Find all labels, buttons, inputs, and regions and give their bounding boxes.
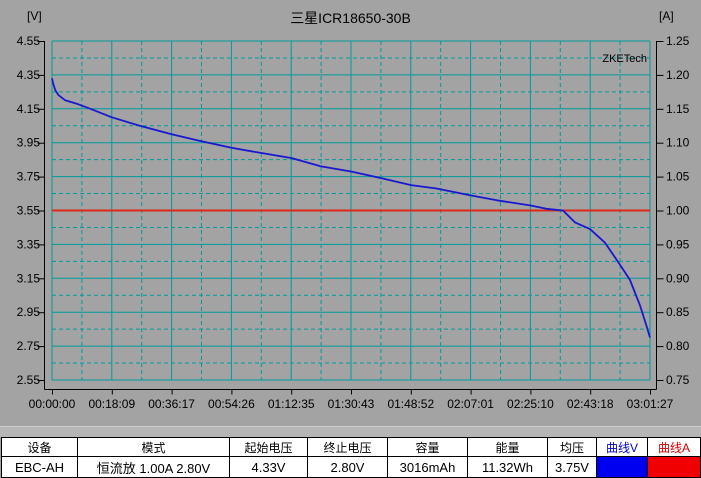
svg-text:02:07:01: 02:07:01	[447, 397, 494, 411]
svg-text:01:30:43: 01:30:43	[328, 397, 375, 411]
svg-text:01:12:35: 01:12:35	[268, 397, 315, 411]
voltage-curve-line	[51, 78, 651, 338]
panel-splitter	[0, 426, 701, 437]
start-voltage-value: 4.33V	[229, 456, 308, 478]
right-axis-unit-label: [A]	[659, 9, 674, 23]
svg-text:1.00: 1.00	[666, 204, 690, 218]
curve-v-color-swatch	[596, 456, 648, 478]
zketech-watermark: ZKETech	[602, 53, 647, 65]
col-header-end-voltage: 终止电压	[307, 437, 388, 457]
svg-text:2.75: 2.75	[17, 339, 41, 353]
svg-text:00:36:17: 00:36:17	[148, 397, 195, 411]
svg-text:0.90: 0.90	[666, 271, 690, 285]
svg-text:00:00:00: 00:00:00	[29, 397, 76, 411]
svg-text:00:18:09: 00:18:09	[88, 397, 135, 411]
svg-text:3.75: 3.75	[17, 170, 41, 184]
curve-a-color-swatch	[647, 456, 701, 478]
svg-text:2.95: 2.95	[17, 305, 41, 319]
energy-value: 11.32Wh	[467, 456, 548, 478]
col-header-energy: 能量	[467, 437, 548, 457]
avg-voltage-value: 3.75V	[547, 456, 597, 478]
end-voltage-value: 2.80V	[307, 456, 388, 478]
results-value-row: EBC-AH 恒流放 1.00A 2.80V 4.33V 2.80V 3016m…	[1, 456, 701, 478]
svg-text:2.55: 2.55	[17, 373, 41, 387]
svg-text:4.55: 4.55	[17, 34, 41, 48]
col-header-avg-voltage: 均压	[547, 437, 597, 457]
col-header-device: 设备	[1, 437, 78, 457]
svg-text:03:01:27: 03:01:27	[627, 397, 674, 411]
svg-text:0.85: 0.85	[666, 305, 690, 319]
chart-title: 三星ICR18650-30B	[290, 10, 411, 26]
results-table: 设备 模式 起始电压 终止电压 容量 能量 均压 曲线V 曲线A EBC-AH …	[1, 437, 701, 478]
svg-text:02:25:10: 02:25:10	[507, 397, 554, 411]
svg-text:3.35: 3.35	[17, 237, 41, 251]
col-header-start-voltage: 起始电压	[229, 437, 308, 457]
svg-text:0.80: 0.80	[666, 339, 690, 353]
svg-text:3.55: 3.55	[17, 204, 41, 218]
col-header-capacity: 容量	[387, 437, 468, 457]
col-header-mode: 模式	[77, 437, 230, 457]
svg-text:3.95: 3.95	[17, 136, 41, 150]
svg-text:4.35: 4.35	[17, 68, 41, 82]
device-value: EBC-AH	[1, 456, 78, 478]
svg-text:02:43:18: 02:43:18	[567, 397, 614, 411]
svg-text:4.15: 4.15	[17, 102, 41, 116]
svg-text:0.95: 0.95	[666, 237, 690, 251]
col-header-curve-a: 曲线A	[647, 437, 701, 457]
discharge-curve-chart: 4.55 1.25 4.35 1.20 4.15 1.15 3.95 1.10 3.75 1.05…	[17, 34, 690, 411]
results-header-row: 设备 模式 起始电压 终止电压 容量 能量 均压 曲线V 曲线A	[1, 437, 701, 457]
svg-text:01:48:52: 01:48:52	[387, 397, 434, 411]
capacity-value: 3016mAh	[387, 456, 468, 478]
svg-text:1.10: 1.10	[666, 136, 690, 150]
col-header-curve-v: 曲线V	[596, 437, 648, 457]
svg-text:1.20: 1.20	[666, 68, 690, 82]
svg-text:3.15: 3.15	[17, 271, 41, 285]
svg-text:1.15: 1.15	[666, 102, 690, 116]
svg-text:00:54:26: 00:54:26	[208, 397, 255, 411]
svg-text:1.05: 1.05	[666, 170, 690, 184]
svg-text:1.25: 1.25	[666, 34, 690, 48]
mode-value: 恒流放 1.00A 2.80V	[77, 456, 230, 478]
svg-text:0.75: 0.75	[666, 373, 690, 387]
left-axis-unit-label: [V]	[27, 9, 42, 23]
